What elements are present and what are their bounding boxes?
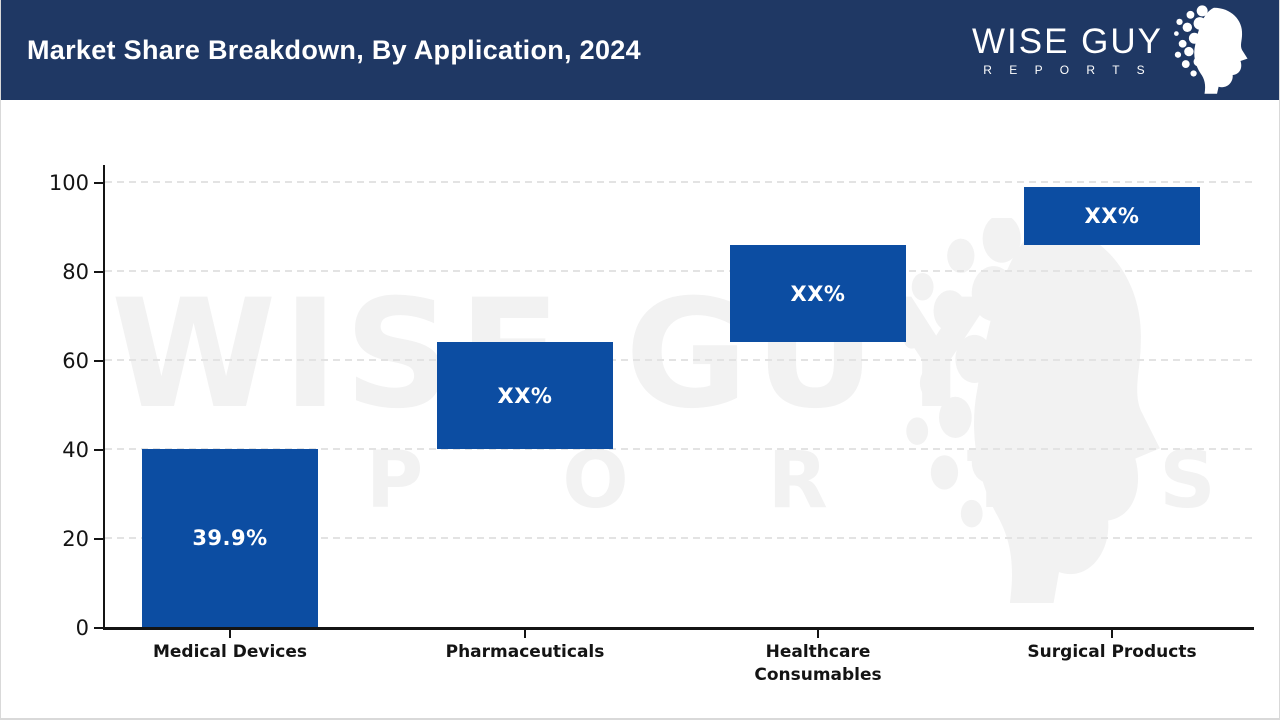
y-tick-mark (94, 360, 103, 362)
logo-text: WISE GUY R E P O R T S (972, 24, 1163, 77)
bar-value-label: XX% (497, 383, 553, 408)
y-tick-label: 80 (62, 260, 89, 284)
x-tick-mark (817, 630, 819, 638)
watermark-head-icon (903, 218, 1160, 603)
y-tick-mark (94, 449, 103, 451)
x-tick-mark (524, 630, 526, 638)
x-category-label-medical-devices: Medical Devices (152, 642, 307, 662)
y-tick-mark (94, 538, 103, 540)
y-tick-mark (94, 627, 103, 629)
x-category-label-healthcare-consumables: Healthcare Consumables (754, 642, 882, 685)
y-tick-label: 40 (62, 438, 89, 462)
logo-head-icon (1174, 5, 1248, 94)
y-tick-mark (94, 182, 103, 184)
page-title: Market Share Breakdown, By Application, … (27, 34, 641, 65)
x-axis-line (103, 627, 1254, 630)
bar-pharmaceuticals: XX% (437, 342, 613, 450)
logo-subtitle: R E P O R T S (983, 62, 1152, 77)
bar-healthcare-consumables: XX% (730, 245, 906, 343)
gridline (105, 270, 1254, 272)
y-axis-line (103, 165, 105, 630)
bar-surgical-products: XX% (1024, 186, 1200, 246)
bar-value-label: 39.9% (192, 526, 268, 551)
bar-value-label: XX% (1084, 204, 1140, 229)
x-tick-mark (229, 630, 231, 638)
logo-wordmark: WISE GUY (971, 21, 1163, 61)
y-tick-mark (94, 271, 103, 273)
x-category-label-pharmaceuticals: Pharmaceuticals (445, 642, 605, 662)
y-tick-label: 0 (75, 616, 89, 640)
gridline (105, 537, 1254, 539)
y-tick-label: 100 (48, 171, 89, 195)
gridline (105, 181, 1254, 183)
wiseguy-logo: WISE GUY R E P O R T S (972, 5, 1253, 95)
y-tick-label: 60 (62, 349, 89, 373)
bar-value-label: XX% (790, 281, 846, 306)
x-category-label-surgical-products: Surgical Products (1027, 642, 1197, 662)
gridline (105, 359, 1254, 361)
header: Market Share Breakdown, By Application, … (1, 0, 1279, 100)
gridline (105, 448, 1254, 450)
bar-medical-devices: 39.9% (142, 449, 318, 627)
y-tick-label: 20 (62, 527, 89, 551)
x-tick-mark (1111, 630, 1113, 638)
